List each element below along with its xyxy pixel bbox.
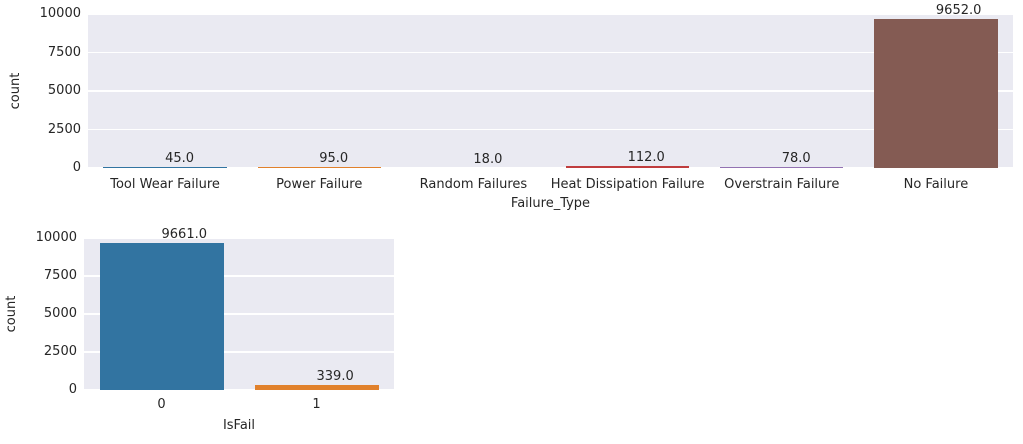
gridline [84,389,394,390]
x-tick-label: Overstrain Failure [724,177,840,192]
bar [99,243,224,390]
y-tick-label: 5000 [47,83,81,98]
gridline [88,51,1013,54]
bar [874,19,998,168]
gridline [84,238,394,239]
x-tick-label: Tool Wear Failure [110,177,220,192]
bar-value-label: 18.0 [473,151,503,167]
gridline [88,167,1013,168]
gridline [88,90,1013,92]
gridline [84,351,394,353]
y-tick-label: 5000 [43,306,77,321]
gridline [88,14,1013,15]
bar-value-label: 45.0 [165,151,195,167]
isfail-countplot: 0 2500 5000 7500 10000 9661.0 0 339.0 1 IsFail cou… [0,222,1023,444]
gridline [88,128,1013,131]
y-tick-label: 2500 [47,121,81,137]
y-tick-label: 0 [72,160,81,175]
y-axis-label: count [8,72,23,110]
y-tick-label: 10000 [35,230,77,245]
plot-area [84,238,394,390]
x-tick-label: Random Failures [419,177,528,192]
x-axis-label: Failure_Type [510,196,591,211]
bar-value-label: 112.0 [627,150,665,166]
y-axis-label: count [4,295,19,333]
gridline [84,313,394,315]
failure-type-countplot: 0 2500 5000 7500 10000 45.0 Tool Wear Failure 9… [8,3,1013,211]
bar-value-label: 339.0 [316,368,354,384]
bar-value-label: 9661.0 [161,227,208,243]
bar [254,384,379,390]
y-tick-label: 7500 [47,44,81,60]
y-tick-label: 0 [68,382,77,397]
x-tick-label: No Failure [903,177,969,192]
bar-value-label: 78.0 [781,150,811,166]
bar-value-label: 95.0 [319,150,349,166]
x-tick-label: 0 [157,397,166,412]
x-tick-label: 1 [312,397,321,412]
y-tick-label: 7500 [43,268,77,283]
x-axis-label: IsFail [222,418,256,433]
bar-value-label: 9652.0 [935,3,982,19]
y-tick-label: 10000 [39,6,81,21]
bar [565,166,690,168]
y-tick-label: 2500 [43,344,77,359]
bar [257,166,381,168]
bar [103,167,227,168]
x-tick-label: Power Failure [276,177,363,192]
bar [720,166,844,168]
x-tick-label: Heat Dissipation Failure [550,177,705,192]
gridline [84,275,394,277]
plot-area [88,14,1013,168]
